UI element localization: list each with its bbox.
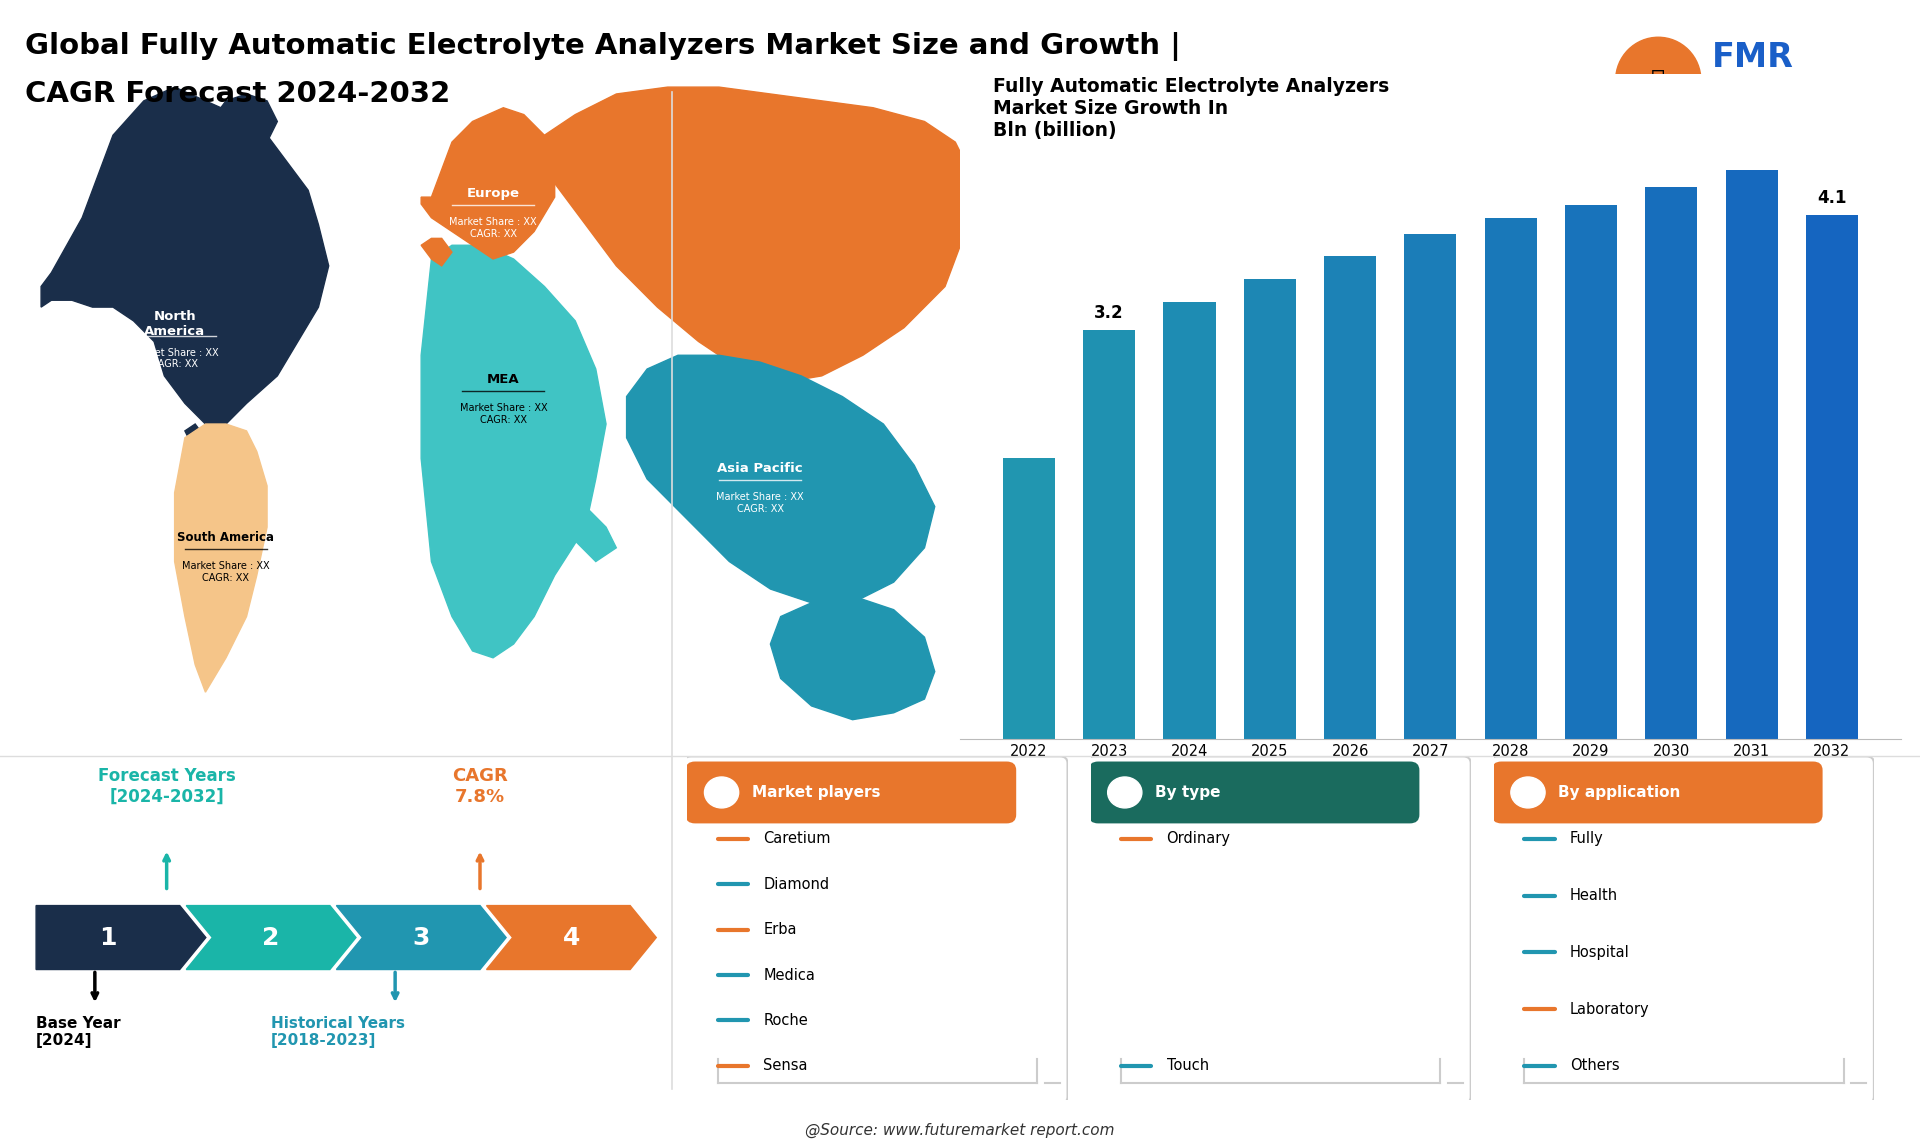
Text: Diamond: Diamond — [764, 877, 829, 892]
Text: Touch: Touch — [1167, 1058, 1210, 1074]
Text: 1: 1 — [100, 926, 117, 950]
Text: Market Share : XX
CAGR: XX: Market Share : XX CAGR: XX — [182, 562, 271, 582]
Bar — [1325, 256, 1377, 739]
Polygon shape — [626, 355, 935, 603]
Polygon shape — [451, 142, 472, 163]
Text: Others: Others — [1571, 1058, 1619, 1074]
Text: Historical Years
[2018-2023]: Historical Years [2018-2023] — [271, 1015, 405, 1049]
Text: Market Share : XX
CAGR: XX: Market Share : XX CAGR: XX — [449, 218, 538, 238]
FancyBboxPatch shape — [1492, 762, 1822, 823]
Text: South America: South America — [177, 531, 275, 544]
Text: Roche: Roche — [764, 1013, 808, 1028]
Polygon shape — [336, 905, 507, 970]
Polygon shape — [184, 424, 205, 452]
FancyBboxPatch shape — [1089, 762, 1419, 823]
Text: Hospital: Hospital — [1571, 944, 1630, 960]
Text: By application: By application — [1559, 785, 1680, 800]
Text: Base Year
[2024]: Base Year [2024] — [36, 1015, 121, 1049]
Polygon shape — [420, 108, 555, 259]
Text: Fully Automatic Electrolyte Analyzers
Market Size Growth In
Bln (billion): Fully Automatic Electrolyte Analyzers Ma… — [993, 77, 1388, 140]
Text: Caretium: Caretium — [764, 831, 831, 847]
Bar — [1083, 330, 1135, 739]
FancyBboxPatch shape — [1087, 756, 1471, 1104]
FancyBboxPatch shape — [685, 762, 1016, 823]
Polygon shape — [545, 87, 975, 383]
Text: 🔭: 🔭 — [1651, 69, 1665, 92]
Polygon shape — [215, 94, 276, 149]
Polygon shape — [576, 507, 616, 562]
Bar — [1807, 215, 1859, 739]
Text: 3: 3 — [413, 926, 430, 950]
Text: North
America: North America — [144, 311, 205, 338]
Text: 2: 2 — [263, 926, 280, 950]
Text: MEA: MEA — [488, 372, 520, 386]
Circle shape — [1108, 777, 1142, 808]
Text: Global Fully Automatic Electrolyte Analyzers Market Size and Growth |: Global Fully Automatic Electrolyte Analy… — [25, 32, 1181, 61]
Text: 4.1: 4.1 — [1816, 189, 1847, 207]
Bar — [1565, 205, 1617, 739]
Bar — [1645, 187, 1697, 739]
Polygon shape — [186, 905, 355, 970]
Polygon shape — [770, 596, 935, 720]
Text: Market Share : XX
CAGR: XX: Market Share : XX CAGR: XX — [716, 493, 804, 513]
Polygon shape — [874, 555, 893, 568]
Text: Fully: Fully — [1571, 831, 1603, 847]
Text: FUTURE MARKET REPORT: FUTURE MARKET REPORT — [1713, 99, 1822, 108]
Text: FMR: FMR — [1713, 41, 1793, 73]
Bar — [1404, 234, 1457, 739]
Text: @Source: www.futuremarket report.com: @Source: www.futuremarket report.com — [804, 1123, 1116, 1138]
Text: Sensa: Sensa — [764, 1058, 808, 1074]
Text: Ordinary: Ordinary — [1167, 831, 1231, 847]
Text: 3.2: 3.2 — [1094, 305, 1123, 322]
Text: Laboratory: Laboratory — [1571, 1002, 1649, 1017]
Text: CAGR Forecast 2024-2032: CAGR Forecast 2024-2032 — [25, 80, 449, 108]
Text: Market Share : XX
CAGR: XX: Market Share : XX CAGR: XX — [131, 348, 219, 369]
Polygon shape — [420, 238, 451, 266]
Polygon shape — [420, 245, 607, 658]
Polygon shape — [486, 905, 657, 970]
Bar — [1726, 171, 1778, 739]
Text: CAGR
7.8%: CAGR 7.8% — [451, 767, 509, 806]
Text: 4: 4 — [563, 926, 580, 950]
Bar — [1484, 218, 1536, 739]
Bar — [1002, 458, 1054, 739]
Bar — [1244, 278, 1296, 739]
Text: Asia Pacific: Asia Pacific — [718, 462, 803, 476]
Bar — [1164, 303, 1215, 739]
FancyBboxPatch shape — [1490, 756, 1874, 1104]
FancyBboxPatch shape — [684, 756, 1068, 1104]
Text: Erba: Erba — [764, 923, 797, 937]
Text: Market players: Market players — [753, 785, 881, 800]
Circle shape — [1615, 38, 1701, 123]
Circle shape — [1511, 777, 1546, 808]
Text: Forecast Years
[2024-2032]: Forecast Years [2024-2032] — [98, 767, 236, 806]
Polygon shape — [36, 905, 205, 970]
Text: Europe: Europe — [467, 187, 520, 201]
Polygon shape — [40, 87, 328, 424]
Text: By type: By type — [1156, 785, 1221, 800]
Polygon shape — [175, 424, 267, 692]
Text: Medica: Medica — [764, 967, 816, 982]
Circle shape — [705, 777, 739, 808]
Text: Market Share : XX
CAGR: XX: Market Share : XX CAGR: XX — [459, 403, 547, 424]
Text: Health: Health — [1571, 888, 1619, 903]
